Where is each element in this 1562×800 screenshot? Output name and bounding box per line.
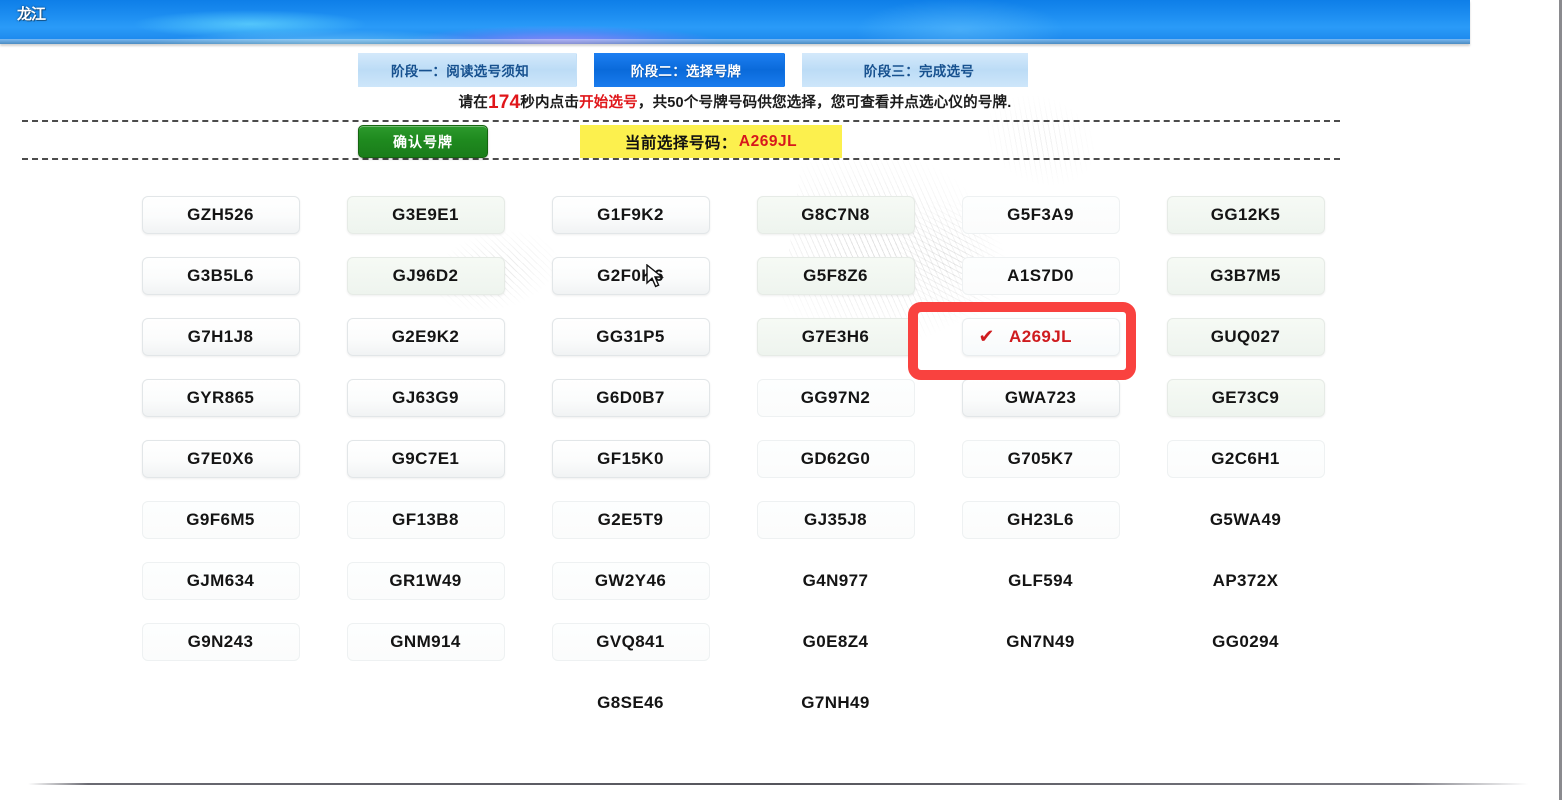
plate-column-5: G5F3A9 A1S7D0 ✔ A269JL GWA723 G705K7 GH2… [938,196,1143,745]
stepper-step-3-label: 阶段三：完成选号 [863,64,975,79]
plate-option[interactable]: GWA723 [961,379,1120,417]
plate-option[interactable]: GR1W49 [346,562,505,600]
plate-option[interactable]: G8C7N8 [756,196,915,234]
stepper-step-1-label: 阶段一：阅读选号须知 [391,64,529,79]
stepper-step-1[interactable]: 阶段一：阅读选号须知 [358,53,593,87]
plate-option[interactable]: G7NH49 [801,693,870,712]
plate-option[interactable]: GUQ027 [1166,318,1325,356]
plate-option[interactable]: GZH526 [141,196,300,234]
plate-option[interactable]: GD62G0 [756,440,915,478]
plate-option[interactable]: G2C6H1 [1166,440,1325,478]
plate-column-1: GZH526 G3B5L6 G7H1J8 GYR865 G7E0X6 G9F6M… [118,196,323,745]
header-banner: 龙江 [0,0,1470,44]
plate-option[interactable]: G6D0B7 [551,379,710,417]
notice-action-text: 开始选号 [579,95,638,111]
action-strip: 确认号牌 当前选择号码： A269JL [22,120,1340,160]
plate-option[interactable]: G5WA49 [1209,510,1282,529]
site-logo: 龙江 [16,6,46,23]
plate-option[interactable]: G3B5L6 [141,257,300,295]
plate-option[interactable]: GN7N49 [1006,632,1075,651]
plate-option[interactable]: G3E9E1 [346,196,505,234]
plate-option[interactable]: G9F6M5 [141,501,300,539]
plate-option[interactable]: GLF594 [1008,571,1073,590]
plate-column-6: GG12K5 G3B7M5 GUQ027 GE73C9 G2C6H1 G5WA4… [1143,196,1348,745]
plate-option[interactable]: G2F0K6 [551,257,710,295]
plate-option[interactable]: G8SE46 [597,693,664,712]
plate-option[interactable]: G5F8Z6 [756,257,915,295]
plate-option[interactable]: G7E0X6 [141,440,300,478]
plate-option[interactable]: GJ63G9 [346,379,505,417]
stage-stepper: 阶段一：阅读选号须知 阶段二：选择号牌 阶段三：完成选号 [0,53,1470,87]
notice-prefix: 请在 [458,95,488,111]
plate-option[interactable]: GF13B8 [346,501,505,539]
current-selection-label: 当前选择号码： [624,134,737,152]
plate-option-selected-label: A269JL [1009,327,1072,346]
plate-option[interactable]: GG0294 [1212,632,1279,651]
check-icon: ✔ [978,326,995,348]
plate-option[interactable]: G1F9K2 [551,196,710,234]
stepper-step-3[interactable]: 阶段三：完成选号 [785,53,1028,87]
plate-option[interactable]: GG31P5 [551,318,710,356]
plate-option[interactable]: GG97N2 [756,379,915,417]
stepper-step-2-label: 阶段二：选择号牌 [630,64,742,79]
plate-option[interactable]: GYR865 [141,379,300,417]
plate-option[interactable]: GW2Y46 [551,562,710,600]
plate-option[interactable]: GJ96D2 [346,257,505,295]
plate-option[interactable]: G705K7 [961,440,1120,478]
countdown-seconds: 174 [487,92,521,113]
plate-option[interactable]: GJM634 [141,562,300,600]
current-selection-banner: 当前选择号码： A269JL [580,125,842,158]
plate-option[interactable]: GE73C9 [1166,379,1325,417]
plate-option[interactable]: GJ35J8 [756,501,915,539]
stepper-step-2[interactable]: 阶段二：选择号牌 [577,53,801,87]
countdown-notice: 请在174秒内点击开始选号，共50个号牌号码供您选择，您可查看并点选心仪的号牌. [0,91,1470,114]
plate-option[interactable]: G9C7E1 [346,440,505,478]
plate-option[interactable]: GF15K0 [551,440,710,478]
plate-option[interactable]: G3B7M5 [1166,257,1325,295]
plate-option[interactable]: G4N977 [802,571,869,590]
plate-option[interactable]: GG12K5 [1166,196,1325,234]
plate-number-grid: GZH526 G3B5L6 G7H1J8 GYR865 G7E0X6 G9F6M… [118,196,1348,745]
plate-option[interactable]: GNM914 [346,623,505,661]
notice-mid-2: ，共50个号牌号码供您选择，您可查看并点选心仪的号牌. [637,95,1012,111]
plate-option[interactable]: AP372X [1212,571,1279,590]
current-selection-value: A269JL [738,132,798,150]
plate-column-2: G3E9E1 GJ96D2 G2E9K2 GJ63G9 G9C7E1 GF13B… [323,196,528,745]
plate-option-selected[interactable]: ✔ A269JL [961,318,1120,356]
footer-divider [28,783,1528,785]
plate-option[interactable]: A1S7D0 [961,257,1120,295]
plate-option[interactable]: G9N243 [141,623,300,661]
mouse-cursor [646,264,664,288]
notice-mid-1: 秒内点击 [520,95,580,111]
plate-option[interactable]: G0E8Z4 [802,632,869,651]
plate-column-3: G1F9K2 G2F0K6 GG31P5 G6D0B7 GF15K0 G2E5T… [528,196,733,745]
plate-option[interactable]: GH23L6 [961,501,1120,539]
plate-option[interactable]: GVQ841 [551,623,710,661]
confirm-plate-button[interactable]: 确认号牌 [358,125,488,158]
plate-option[interactable]: G5F3A9 [961,196,1120,234]
plate-option[interactable]: G2E5T9 [551,501,710,539]
plate-column-4: G8C7N8 G5F8Z6 G7E3H6 GG97N2 GD62G0 GJ35J… [733,196,938,745]
plate-option[interactable]: G7E3H6 [756,318,915,356]
plate-option[interactable]: G7H1J8 [141,318,300,356]
plate-option[interactable]: G2E9K2 [346,318,505,356]
